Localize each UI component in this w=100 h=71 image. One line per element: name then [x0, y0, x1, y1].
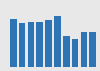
Bar — [10, 19, 17, 67]
Bar — [28, 22, 34, 67]
Bar — [72, 39, 78, 67]
Bar — [89, 32, 96, 67]
Bar — [81, 32, 87, 67]
Bar — [45, 20, 52, 67]
Bar — [36, 22, 43, 67]
Bar — [63, 36, 70, 67]
Bar — [54, 16, 61, 67]
Bar — [19, 23, 25, 67]
